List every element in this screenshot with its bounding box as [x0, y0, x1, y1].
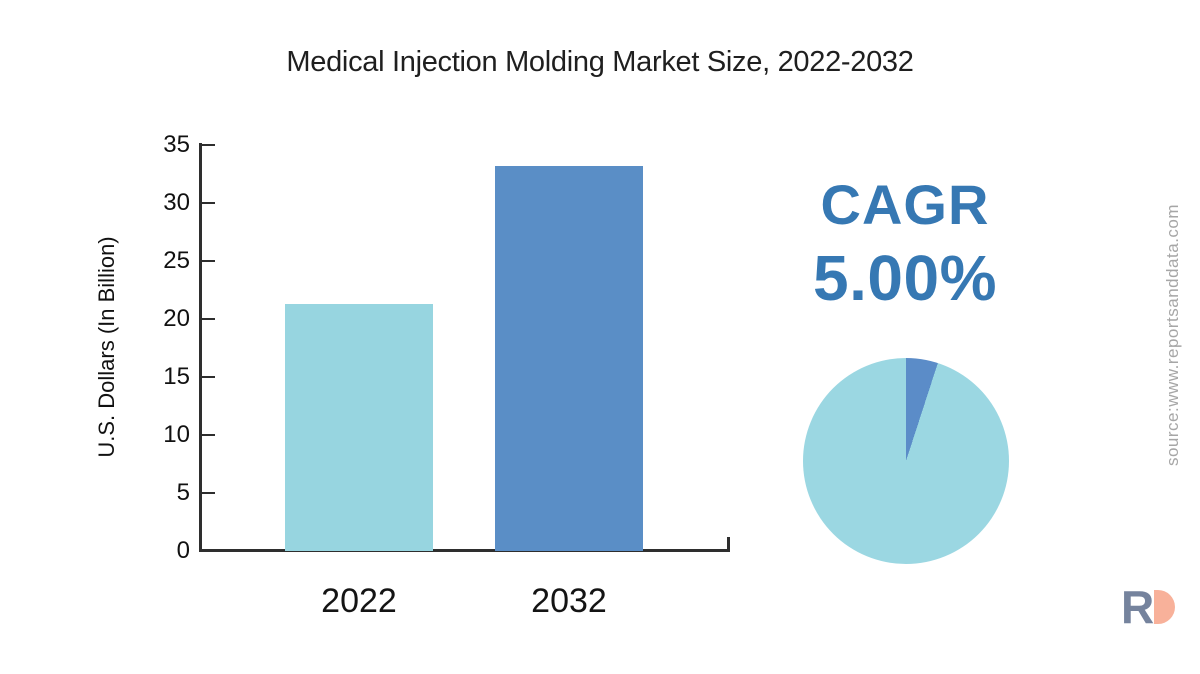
reports-and-data-logo: R: [1121, 581, 1176, 633]
y-axis-tick: [202, 492, 215, 494]
bar-2032: [495, 166, 643, 551]
logo-d-shape: [1154, 590, 1176, 624]
y-axis-tick: [202, 434, 215, 436]
y-axis-tick: [202, 376, 215, 378]
y-axis-tick: [202, 318, 215, 320]
y-axis-tick-label: 30: [163, 189, 190, 216]
x-axis-end-tick: [727, 537, 730, 550]
logo-letter-r: R: [1121, 581, 1154, 633]
cagr-pie-chart: [803, 358, 1009, 564]
x-axis-line: [199, 549, 730, 552]
y-axis-tick: [202, 260, 215, 262]
chart-title: Medical Injection Molding Market Size, 2…: [286, 46, 914, 78]
source-watermark: source:www.reportsanddata.com: [1163, 203, 1182, 467]
x-axis-category-label: 2032: [531, 582, 607, 620]
bar-2022: [285, 304, 433, 551]
cagr-value: 5.00%: [813, 241, 997, 314]
y-axis-tick-label: 0: [176, 537, 190, 564]
y-axis-line: [199, 143, 202, 552]
y-axis-tick: [202, 550, 215, 552]
y-axis-title: U.S. Dollars (In Billion): [94, 236, 119, 458]
cagr-label: CAGR: [820, 173, 990, 236]
y-axis-tick: [202, 202, 215, 204]
y-axis-tick-label: 15: [163, 363, 190, 390]
y-axis-tick-label: 25: [163, 247, 190, 274]
x-axis-category-label: 2022: [321, 582, 397, 620]
y-axis-tick: [202, 144, 215, 146]
y-axis-tick-label: 5: [176, 479, 190, 506]
cagr-block: CAGR 5.00%: [750, 173, 1060, 314]
y-axis-tick-label: 35: [163, 131, 190, 158]
y-axis-tick-label: 20: [163, 305, 190, 332]
y-axis-tick-label: 10: [163, 421, 190, 448]
